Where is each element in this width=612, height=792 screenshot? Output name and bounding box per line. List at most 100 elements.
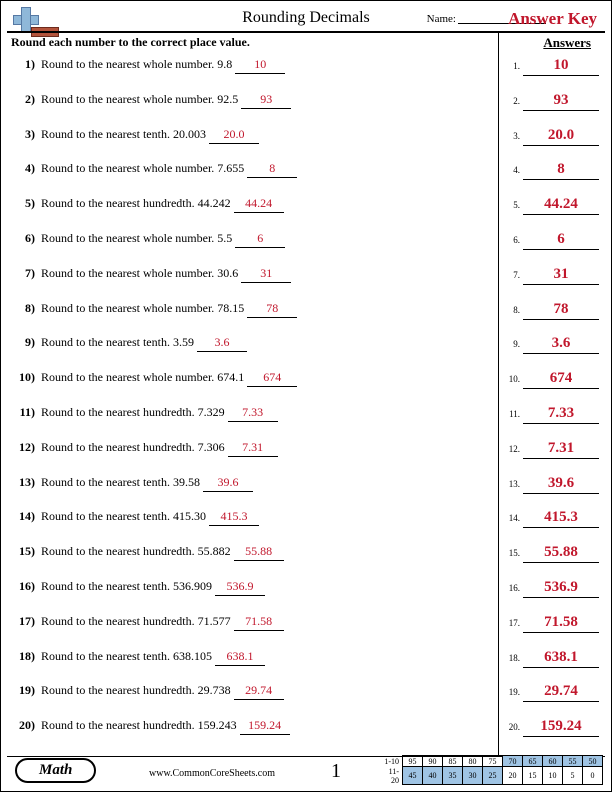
answer-row: 6.6 — [507, 231, 599, 266]
answer-value: 536.9 — [523, 579, 599, 598]
answer-row: 2.93 — [507, 92, 599, 127]
problem-row: 16)Round to the nearest tenth. 536.909 5… — [15, 579, 491, 614]
instructions: Round each number to the correct place v… — [11, 35, 250, 50]
answer-blank[interactable]: 415.3 — [209, 509, 259, 526]
problem-text: Round to the nearest hundredth. 44.242 4… — [41, 196, 284, 213]
answer-blank[interactable]: 31 — [241, 266, 291, 283]
problem-number: 13) — [15, 475, 41, 490]
score-cell: 70 — [503, 756, 523, 767]
score-cell: 20 — [503, 767, 523, 785]
answer-row: 7.31 — [507, 266, 599, 301]
answer-blank[interactable]: 55.88 — [234, 544, 284, 561]
answer-number: 19. — [507, 687, 523, 697]
score-cell: 85 — [443, 756, 463, 767]
problem-row: 8)Round to the nearest whole number. 78.… — [15, 301, 491, 336]
name-label: Name: — [427, 13, 456, 25]
score-cell: 15 — [523, 767, 543, 785]
answer-row: 8.78 — [507, 301, 599, 336]
answer-blank[interactable]: 93 — [241, 92, 291, 109]
problem-text: Round to the nearest whole number. 78.15… — [41, 301, 297, 318]
score-cell: 10 — [543, 767, 563, 785]
answer-number: 9. — [507, 339, 523, 349]
problem-number: 12) — [15, 440, 41, 455]
answer-row: 16.536.9 — [507, 579, 599, 614]
answer-row: 17.71.58 — [507, 614, 599, 649]
worksheet-page: Rounding Decimals Name: Answer Key Round… — [0, 0, 612, 792]
vertical-divider — [498, 31, 499, 755]
answer-value: 44.24 — [523, 196, 599, 215]
problem-number: 1) — [15, 57, 41, 72]
answer-blank[interactable]: 8 — [247, 161, 297, 178]
score-cell: 95 — [403, 756, 423, 767]
score-cell: 50 — [583, 756, 603, 767]
answer-number: 17. — [507, 618, 523, 628]
answer-row: 3.20.0 — [507, 127, 599, 162]
answer-blank[interactable]: 674 — [247, 370, 297, 387]
answer-number: 15. — [507, 548, 523, 558]
answer-blank[interactable]: 7.31 — [228, 440, 278, 457]
problem-number: 16) — [15, 579, 41, 594]
answer-blank[interactable]: 44.24 — [234, 196, 284, 213]
answer-blank[interactable]: 71.58 — [234, 614, 284, 631]
problem-number: 2) — [15, 92, 41, 107]
problem-text: Round to the nearest whole number. 7.655… — [41, 161, 297, 178]
answer-blank[interactable]: 159.24 — [240, 718, 290, 735]
problem-row: 9)Round to the nearest tenth. 3.59 3.6 — [15, 335, 491, 370]
answer-number: 8. — [507, 305, 523, 315]
answer-row: 4.8 — [507, 161, 599, 196]
problem-row: 11)Round to the nearest hundredth. 7.329… — [15, 405, 491, 440]
score-cell: 5 — [563, 767, 583, 785]
problem-row: 18)Round to the nearest tenth. 638.105 6… — [15, 649, 491, 684]
answer-blank[interactable]: 7.33 — [228, 405, 278, 422]
problem-number: 7) — [15, 266, 41, 281]
problem-text: Round to the nearest hundredth. 159.243 … — [41, 718, 290, 735]
problem-text: Round to the nearest whole number. 674.1… — [41, 370, 297, 387]
answer-value: 8 — [523, 161, 599, 180]
page-number: 1 — [331, 760, 341, 783]
answer-value: 159.24 — [523, 718, 599, 737]
answer-blank[interactable]: 78 — [247, 301, 297, 318]
answer-blank[interactable]: 3.6 — [197, 335, 247, 352]
score-cell: 30 — [463, 767, 483, 785]
answer-number: 14. — [507, 513, 523, 523]
answer-blank[interactable]: 6 — [235, 231, 285, 248]
score-cell: 65 — [523, 756, 543, 767]
problem-number: 10) — [15, 370, 41, 385]
answer-number: 7. — [507, 270, 523, 280]
problem-number: 18) — [15, 649, 41, 664]
problem-row: 12)Round to the nearest hundredth. 7.306… — [15, 440, 491, 475]
answer-number: 3. — [507, 131, 523, 141]
answer-value: 7.33 — [523, 405, 599, 424]
problem-number: 3) — [15, 127, 41, 142]
problems-list: 1)Round to the nearest whole number. 9.8… — [15, 57, 491, 747]
problem-text: Round to the nearest hundredth. 71.577 7… — [41, 614, 284, 631]
problem-text: Round to the nearest tenth. 415.30 415.3 — [41, 509, 259, 526]
score-row-label: 1-10 — [383, 756, 403, 767]
answer-value: 71.58 — [523, 614, 599, 633]
answer-blank[interactable]: 638.1 — [215, 649, 265, 666]
answer-blank[interactable]: 10 — [235, 57, 285, 74]
problem-row: 5)Round to the nearest hundredth. 44.242… — [15, 196, 491, 231]
answer-value: 20.0 — [523, 127, 599, 146]
score-cell: 55 — [563, 756, 583, 767]
answer-number: 4. — [507, 165, 523, 175]
problem-number: 8) — [15, 301, 41, 316]
problem-text: Round to the nearest hundredth. 7.306 7.… — [41, 440, 278, 457]
problem-number: 20) — [15, 718, 41, 733]
problem-text: Round to the nearest tenth. 20.003 20.0 — [41, 127, 259, 144]
answer-blank[interactable]: 29.74 — [234, 683, 284, 700]
problem-text: Round to the nearest tenth. 39.58 39.6 — [41, 475, 253, 492]
answer-number: 16. — [507, 583, 523, 593]
answer-blank[interactable]: 536.9 — [215, 579, 265, 596]
subject-pill: Math — [15, 758, 96, 783]
answer-row: 20.159.24 — [507, 718, 599, 753]
answer-blank[interactable]: 20.0 — [209, 127, 259, 144]
answer-row: 9.3.6 — [507, 335, 599, 370]
problem-number: 4) — [15, 161, 41, 176]
answer-number: 20. — [507, 722, 523, 732]
answer-row: 11.7.33 — [507, 405, 599, 440]
problem-row: 6)Round to the nearest whole number. 5.5… — [15, 231, 491, 266]
problem-text: Round to the nearest hundredth. 7.329 7.… — [41, 405, 278, 422]
answer-row: 14.415.3 — [507, 509, 599, 544]
answer-blank[interactable]: 39.6 — [203, 475, 253, 492]
